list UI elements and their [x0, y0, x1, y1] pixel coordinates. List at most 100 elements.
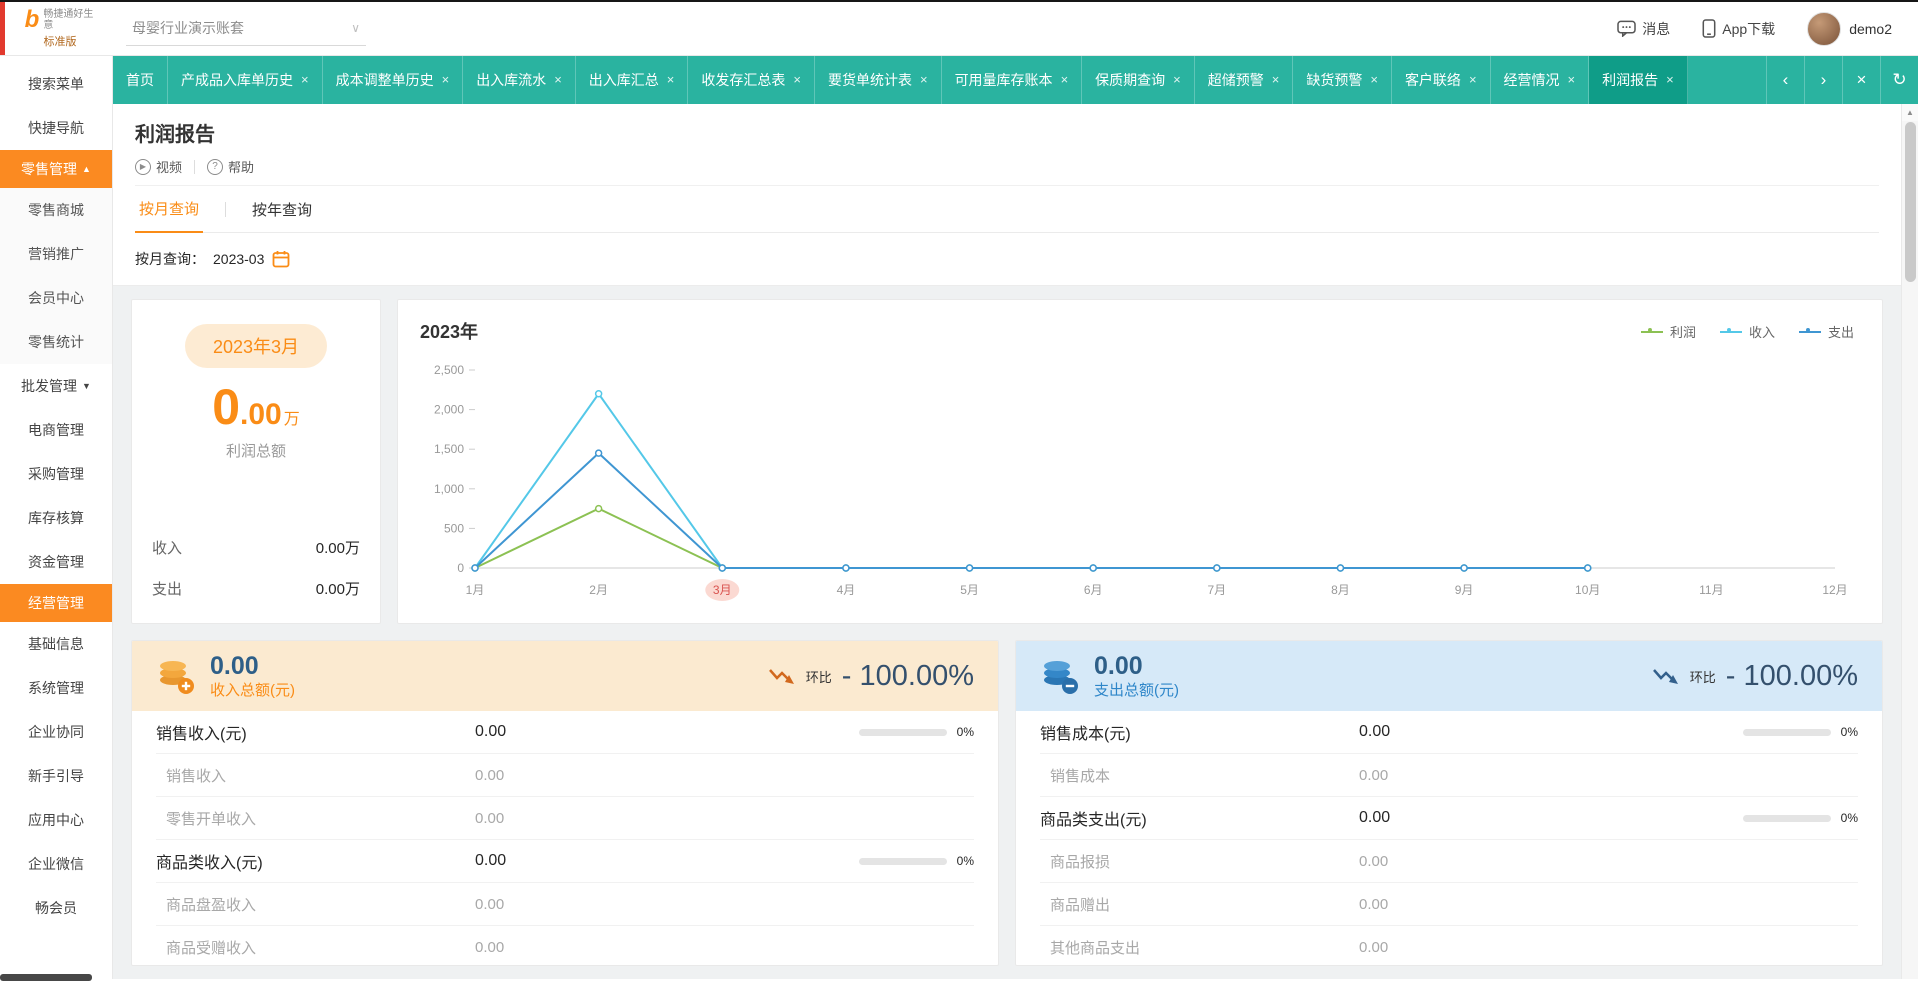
legend-item-收入[interactable]: 收入: [1719, 322, 1775, 341]
sidebar-item-资金管理[interactable]: 资金管理: [0, 540, 112, 584]
progress-bar: [1742, 814, 1831, 822]
tab-close-icon[interactable]: ×: [1060, 72, 1069, 87]
tab-出入库流水[interactable]: 出入库流水 ×: [463, 56, 576, 104]
tab-close-icon[interactable]: ×: [1468, 72, 1477, 87]
legend-marker-icon: [1719, 327, 1742, 333]
svg-text:0: 0: [457, 561, 464, 575]
sidebar-item-label: 批发管理: [21, 378, 78, 394]
sidebar-item-基础信息[interactable]: 基础信息: [0, 622, 112, 666]
tab-出入库汇总[interactable]: 出入库汇总 ×: [576, 56, 689, 104]
scrollbar-thumb[interactable]: [0, 974, 92, 981]
row-label: 销售成本: [1050, 767, 1111, 785]
progress-bar: [858, 728, 947, 736]
sidebar-item-企业微信[interactable]: 企业微信: [0, 842, 112, 886]
sidebar-item-label: 资金管理: [28, 554, 84, 570]
app-download-button[interactable]: App下载: [1702, 19, 1775, 39]
sidebar-item-新手引导[interactable]: 新手引导: [0, 754, 112, 798]
legend-item-利润[interactable]: 利润: [1640, 322, 1696, 341]
tab-yearly-query[interactable]: 按年查询: [252, 201, 313, 219]
phone-icon: [1702, 19, 1716, 38]
sidebar-item-企业协同[interactable]: 企业协同: [0, 710, 112, 754]
scroll-right-icon[interactable]: ›: [1804, 56, 1842, 104]
messages-button[interactable]: 消息: [1617, 19, 1670, 39]
sidebar-item-经营管理[interactable]: 经营管理: [0, 584, 112, 622]
sidebar-item-label: 基础信息: [28, 636, 84, 652]
scrollbar-thumb[interactable]: [1905, 122, 1916, 282]
sidebar-item-零售统计[interactable]: 零售统计: [0, 320, 112, 364]
stat-row-商品类收入(元): 商品类收入(元) 0.00 0%: [156, 840, 974, 883]
sidebar-item-畅会员[interactable]: 畅会员: [0, 886, 112, 930]
sidebar-item-应用中心[interactable]: 应用中心: [0, 798, 112, 842]
tab-close-icon[interactable]: ×: [554, 72, 562, 87]
tab-保质期查询[interactable]: 保质期查询 ×: [1082, 56, 1195, 104]
sidebar-item-快捷导航[interactable]: 快捷导航: [0, 106, 112, 150]
income-card: 0.00 收入总额(元) 环比 - 100.00%: [131, 640, 999, 966]
dashboard-area: 2023年3月 0.00 万 利润总额 收入 0.00万: [113, 286, 1901, 979]
row-label: 商品赠出: [1050, 896, 1111, 914]
tab-close-icon[interactable]: ×: [793, 72, 801, 87]
tab-产成品入库单历史[interactable]: 产成品入库单历史 ×: [168, 56, 323, 104]
tab-收发存汇总表[interactable]: 收发存汇总表 ×: [688, 56, 815, 104]
sidebar-item-营销推广[interactable]: 营销推广: [0, 232, 112, 276]
help-link[interactable]: ? 帮助: [207, 157, 254, 176]
income-card-header: 0.00 收入总额(元) 环比 - 100.00%: [132, 641, 998, 711]
sidebar-item-label: 经营管理: [28, 595, 84, 611]
vertical-scrollbar[interactable]: ▲: [1901, 104, 1918, 979]
tab-close-icon[interactable]: ×: [301, 72, 309, 87]
sidebar-item-采购管理[interactable]: 采购管理: [0, 452, 112, 496]
sidebar-item-会员中心[interactable]: 会员中心: [0, 276, 112, 320]
sidebar-item-零售管理[interactable]: 零售管理 ▲: [0, 150, 112, 188]
sidebar-item-label: 应用中心: [28, 812, 84, 828]
tab-close-icon[interactable]: ×: [1666, 72, 1674, 87]
sidebar-item-系统管理[interactable]: 系统管理: [0, 666, 112, 710]
month-picker-value[interactable]: 2023-03: [213, 251, 265, 267]
refresh-icon[interactable]: ↻: [1880, 56, 1918, 104]
calendar-icon[interactable]: [272, 250, 290, 268]
logo[interactable]: b 畅捷通好生意 标准版: [0, 8, 112, 49]
user-menu[interactable]: demo2: [1807, 11, 1892, 46]
video-link[interactable]: ▶ 视频: [135, 157, 182, 176]
tab-可用量库存账本[interactable]: 可用量库存账本 ×: [942, 56, 1083, 104]
tab-close-icon[interactable]: ×: [1370, 72, 1378, 87]
tab-经营情况[interactable]: 经营情况 ×: [1491, 56, 1590, 104]
horizontal-scrollbar[interactable]: [0, 974, 1918, 981]
tab-成本调整单历史[interactable]: 成本调整单历史 ×: [323, 56, 464, 104]
tab-close-icon[interactable]: ×: [441, 72, 450, 87]
scroll-up-icon[interactable]: ▲: [1902, 104, 1918, 121]
stat-row-商品盘盈收入: 商品盘盈收入 0.00: [156, 883, 974, 926]
legend-item-支出[interactable]: 支出: [1798, 322, 1854, 341]
tab-close-icon[interactable]: ×: [1271, 72, 1280, 87]
brand-name: 畅捷通好生意: [43, 9, 94, 31]
sidebar-item-label: 企业微信: [28, 856, 84, 872]
close-all-icon[interactable]: ×: [1842, 56, 1880, 104]
scroll-left-icon[interactable]: ‹: [1766, 56, 1804, 104]
legend-marker-icon: [1640, 327, 1663, 333]
tab-close-icon[interactable]: ×: [666, 72, 675, 87]
tab-要货单统计表[interactable]: 要货单统计表 ×: [815, 56, 942, 104]
sidebar-item-库存核算[interactable]: 库存核算: [0, 496, 112, 540]
sidebar-item-零售商城[interactable]: 零售商城: [0, 188, 112, 232]
expense-ratio-value: - 100.00%: [1725, 659, 1858, 692]
sidebar-item-搜索菜单[interactable]: 搜索菜单: [0, 62, 112, 106]
tab-close-icon[interactable]: ×: [1567, 72, 1576, 87]
tab-客户联络[interactable]: 客户联络 ×: [1392, 56, 1491, 104]
filter-label: 按月查询：: [135, 251, 205, 267]
account-select[interactable]: 母婴行业演示账套 ∨: [126, 11, 366, 46]
sidebar-item-电商管理[interactable]: 电商管理: [0, 408, 112, 452]
tab-首页[interactable]: 首页: [113, 56, 168, 104]
tab-缺货预警[interactable]: 缺货预警 ×: [1293, 56, 1392, 104]
row-value: 0.00: [475, 895, 505, 913]
stat-row-商品赠出: 商品赠出 0.00: [1040, 883, 1858, 926]
tab-label: 保质期查询: [1095, 72, 1166, 88]
sidebar-item-批发管理[interactable]: 批发管理 ▼: [0, 364, 112, 408]
profit-chart[interactable]: 0 500 1,000 1,500 2,000 2,500 1月 2月 3月 4月 5月 6月 7月 8月…: [420, 354, 1860, 604]
account-select-value: 母婴行业演示账套: [132, 20, 244, 36]
tab-close-icon[interactable]: ×: [1173, 72, 1181, 87]
tab-超储预警[interactable]: 超储预警 ×: [1195, 56, 1294, 104]
row-value: 0.00万: [315, 540, 360, 557]
row-value: 0.00万: [315, 581, 360, 598]
svg-text:4月: 4月: [837, 583, 856, 597]
tab-monthly-query[interactable]: 按月查询: [135, 198, 204, 233]
tab-close-icon[interactable]: ×: [919, 72, 928, 87]
tab-利润报告[interactable]: 利润报告 ×: [1589, 56, 1688, 104]
